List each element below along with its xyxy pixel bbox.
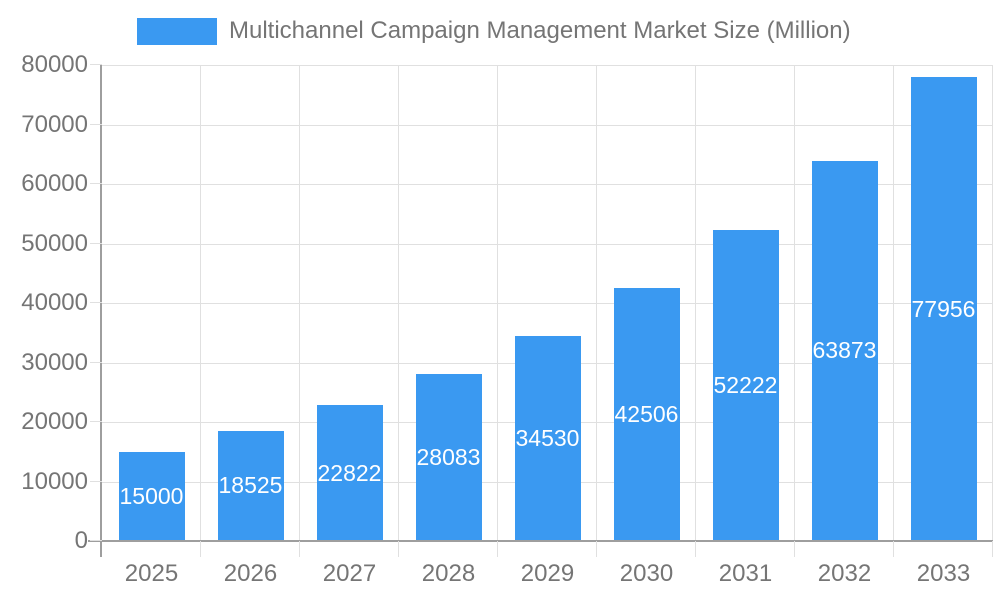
x-axis-label: 2027	[322, 560, 377, 587]
x-tick	[200, 541, 201, 557]
y-axis-label: 60000	[21, 170, 88, 197]
y-axis-label: 20000	[21, 408, 88, 435]
bar-value-label: 15000	[119, 482, 184, 509]
h-gridline	[102, 65, 993, 66]
bar: 34530	[514, 335, 581, 541]
y-tick	[90, 540, 102, 541]
bar: 52222	[712, 230, 779, 541]
x-tick	[893, 541, 894, 557]
x-axis-label: 2026	[223, 560, 278, 587]
v-gridline	[794, 65, 795, 541]
x-axis-label: 2033	[916, 560, 971, 587]
x-tick	[794, 541, 795, 557]
chart-title: Multichannel Campaign Management Market …	[229, 17, 851, 44]
y-tick	[90, 183, 102, 184]
y-axis-line	[100, 65, 102, 557]
bar: 15000	[118, 451, 185, 541]
y-tick	[90, 242, 102, 244]
v-gridline	[596, 65, 597, 541]
bar-value-label: 77956	[911, 295, 976, 322]
legend: Multichannel Campaign Management Market …	[137, 17, 851, 45]
x-tick	[596, 541, 597, 557]
v-gridline	[893, 65, 894, 541]
y-tick	[90, 480, 102, 482]
y-tick	[90, 361, 102, 363]
bar: 42506	[613, 288, 680, 541]
bar: 63873	[811, 160, 878, 541]
h-gridline	[102, 184, 993, 185]
v-gridline	[398, 65, 399, 541]
x-axis-label: 2031	[718, 560, 773, 587]
y-tick	[90, 64, 102, 65]
h-gridline	[102, 303, 993, 304]
h-gridline	[102, 243, 993, 245]
y-axis-label: 0	[74, 527, 88, 554]
v-gridline	[992, 65, 993, 541]
bar-value-label: 28083	[416, 443, 481, 470]
y-tick	[90, 123, 102, 125]
v-gridline	[200, 65, 201, 541]
x-axis-label: 2028	[421, 560, 476, 587]
bar-value-label: 63873	[812, 337, 877, 364]
x-axis-label: 2029	[520, 560, 575, 587]
v-gridline	[695, 65, 696, 541]
bar-value-label: 42506	[614, 401, 679, 428]
h-gridline	[102, 124, 993, 126]
x-tick	[992, 541, 993, 557]
y-axis-label: 50000	[21, 229, 88, 257]
x-tick	[398, 541, 399, 557]
bar-value-label: 34530	[515, 424, 580, 451]
x-tick	[497, 541, 498, 557]
y-axis-label: 10000	[21, 467, 88, 495]
y-tick	[90, 421, 102, 422]
bar: 22822	[316, 405, 383, 541]
bar-value-label: 52222	[713, 372, 778, 399]
y-axis-label: 30000	[21, 348, 88, 376]
x-tick	[299, 541, 300, 557]
x-axis-label: 2025	[124, 560, 179, 587]
x-tick	[695, 541, 696, 557]
x-axis-label: 2032	[817, 560, 872, 587]
y-axis-label: 80000	[21, 51, 88, 78]
bar: 77956	[910, 77, 977, 541]
v-gridline	[299, 65, 300, 541]
bar-value-label: 18525	[218, 472, 283, 499]
plot-area: 15000 18525 22822 28083 34530 42506 52222 63873…	[102, 65, 993, 541]
bar: 18525	[217, 430, 284, 541]
x-axis-line	[88, 540, 993, 542]
legend-swatch	[137, 17, 217, 45]
bar-value-label: 22822	[317, 459, 382, 486]
y-axis-label: 40000	[21, 289, 88, 316]
x-axis-label: 2030	[619, 560, 674, 587]
y-axis-label: 70000	[21, 110, 88, 138]
y-tick	[90, 302, 102, 303]
v-gridline	[497, 65, 498, 541]
bar: 28083	[415, 373, 482, 541]
